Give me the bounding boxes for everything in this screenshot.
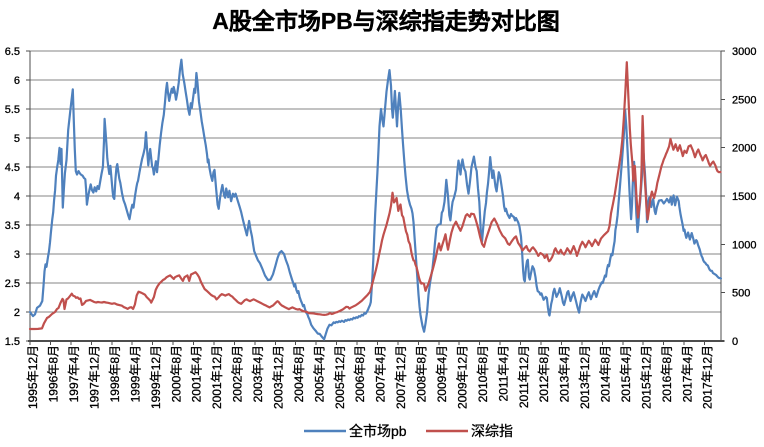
svg-text:2009年12月: 2009年12月	[455, 345, 469, 409]
svg-text:2017年4月: 2017年4月	[680, 345, 694, 402]
svg-text:2005年12月: 2005年12月	[333, 345, 347, 409]
svg-text:深综指: 深综指	[471, 423, 513, 439]
svg-text:2012年8月: 2012年8月	[537, 345, 551, 402]
svg-text:2006年8月: 2006年8月	[353, 345, 367, 402]
svg-text:2007年12月: 2007年12月	[394, 345, 408, 409]
svg-text:2014年8月: 2014年8月	[599, 345, 613, 402]
svg-text:1995年12月: 1995年12月	[26, 345, 40, 409]
svg-text:5: 5	[14, 133, 20, 145]
svg-text:1999年4月: 1999年4月	[128, 345, 142, 402]
svg-text:2004年8月: 2004年8月	[292, 345, 306, 402]
svg-text:2000: 2000	[732, 143, 756, 155]
svg-text:4: 4	[14, 191, 20, 203]
svg-text:1996年8月: 1996年8月	[47, 345, 61, 402]
svg-text:6: 6	[14, 75, 20, 87]
svg-text:4.5: 4.5	[5, 162, 20, 174]
svg-text:2002年8月: 2002年8月	[231, 345, 245, 402]
svg-text:2013年12月: 2013年12月	[578, 345, 592, 409]
svg-text:1000: 1000	[732, 239, 756, 251]
svg-text:2011年4月: 2011年4月	[496, 345, 510, 401]
svg-text:1998年8月: 1998年8月	[108, 345, 122, 402]
svg-text:2001年12月: 2001年12月	[210, 345, 224, 409]
svg-text:2.5: 2.5	[5, 278, 20, 290]
svg-text:1997年12月: 1997年12月	[88, 345, 102, 409]
svg-text:1997年4月: 1997年4月	[67, 345, 81, 402]
svg-text:6.5: 6.5	[5, 46, 20, 58]
svg-text:A股全市场PB与深综指走势对比图: A股全市场PB与深综指走势对比图	[212, 8, 560, 34]
svg-text:2011年12月: 2011年12月	[517, 345, 531, 408]
svg-text:2009年4月: 2009年4月	[435, 345, 449, 402]
svg-text:1500: 1500	[732, 191, 756, 203]
svg-text:3.5: 3.5	[5, 220, 20, 232]
svg-text:2005年4月: 2005年4月	[312, 345, 326, 402]
svg-text:2: 2	[14, 307, 20, 319]
svg-text:全市场pb: 全市场pb	[349, 423, 407, 439]
svg-text:2015年12月: 2015年12月	[639, 345, 653, 409]
svg-text:2013年4月: 2013年4月	[558, 345, 572, 402]
svg-text:2003年12月: 2003年12月	[272, 345, 286, 409]
svg-text:3: 3	[14, 249, 20, 261]
svg-text:2000年8月: 2000年8月	[169, 345, 183, 402]
svg-text:3000: 3000	[732, 46, 756, 58]
svg-text:2017年12月: 2017年12月	[701, 345, 715, 409]
svg-text:2016年8月: 2016年8月	[660, 345, 674, 402]
svg-text:2001年4月: 2001年4月	[190, 345, 204, 402]
svg-text:0: 0	[732, 336, 738, 348]
svg-text:500: 500	[732, 288, 750, 300]
svg-text:2010年8月: 2010年8月	[476, 345, 490, 402]
svg-text:5.5: 5.5	[5, 104, 20, 116]
svg-text:2007年4月: 2007年4月	[374, 345, 388, 402]
svg-text:2500: 2500	[732, 94, 756, 106]
svg-text:2003年4月: 2003年4月	[251, 345, 265, 402]
svg-text:1.5: 1.5	[5, 336, 20, 348]
svg-text:1999年12月: 1999年12月	[149, 345, 163, 409]
svg-text:2008年8月: 2008年8月	[415, 345, 429, 402]
svg-text:2015年4月: 2015年4月	[619, 345, 633, 402]
